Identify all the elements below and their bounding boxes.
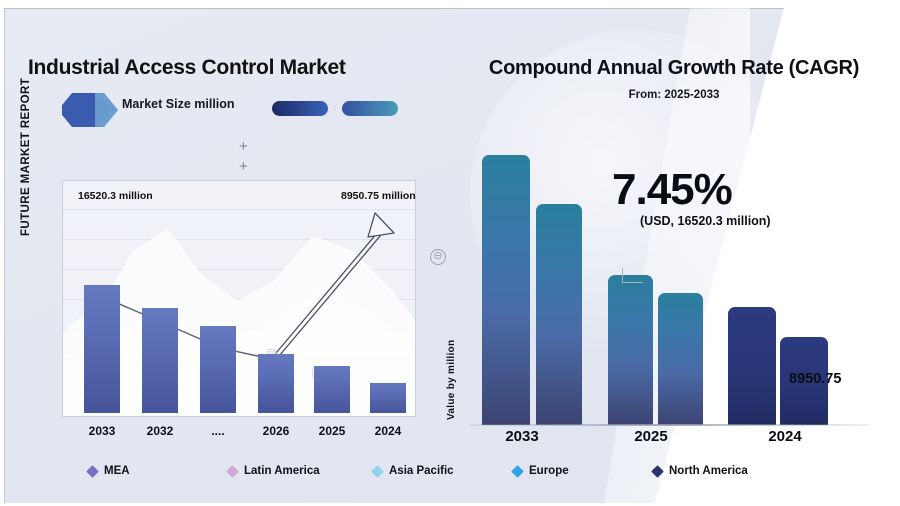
pill-primary xyxy=(272,101,328,116)
rbar-2033-secondary xyxy=(536,204,582,425)
bar-2033 xyxy=(84,285,120,413)
plus-icon-1: + xyxy=(239,138,248,155)
x-label-1: 2032 xyxy=(146,424,174,438)
rbar-2024-secondary xyxy=(780,337,828,425)
cagr-value: 7.45% xyxy=(612,165,733,214)
right-chart-tick xyxy=(622,268,643,283)
legend-pills: : xyxy=(272,101,398,116)
brand-hexagon-icon xyxy=(58,91,128,129)
cagr-title: Compound Annual Growth Rate (CAGR) xyxy=(488,57,860,79)
cagr-note: (USD, 16520.3 million) xyxy=(640,214,771,228)
bar-2025 xyxy=(314,366,350,413)
x-label-5: 2024 xyxy=(374,424,402,438)
rbar-2033-primary xyxy=(482,155,530,425)
legend-marker-icon xyxy=(371,464,384,478)
bar-2024 xyxy=(370,383,406,413)
legend-item-asia-pacific[interactable]: Asia Pacific xyxy=(371,464,513,478)
y-axis-title-right: Value by million xyxy=(446,339,457,420)
legend-label: Asia Pacific xyxy=(389,465,454,477)
minus-circle-icon: ⊖ xyxy=(430,249,446,265)
legend-item-latin-america[interactable]: Latin America xyxy=(226,464,373,478)
legend-label: North America xyxy=(669,465,748,477)
legend-marker-icon xyxy=(226,464,239,478)
r-x-label-2: 2024 xyxy=(768,428,802,445)
legend-item-mea[interactable]: MEA xyxy=(86,464,228,478)
page-title: Industrial Access Control Market xyxy=(28,56,346,79)
y-axis-title-left: FUTURE MARKET REPORT xyxy=(20,77,32,236)
value-label-high: 16520.3 million xyxy=(78,190,153,202)
value-label-low: 8950.75 million xyxy=(341,190,416,202)
x-label-3: 2026 xyxy=(262,424,290,438)
r-x-label-1: 2025 xyxy=(634,428,668,445)
region-legend: MEA Latin America Asia Pacific Europe No… xyxy=(86,464,748,478)
legend-item-north-america[interactable]: North America xyxy=(651,464,748,478)
left-chart-x-axis: 2033 2032 .... 2026 2025 2024 xyxy=(62,424,414,444)
legend-label: Latin America xyxy=(244,465,320,477)
x-label-4: 2025 xyxy=(318,424,346,438)
rbar-2025-secondary xyxy=(658,293,703,425)
x-label-0: 2033 xyxy=(88,424,116,438)
market-size-label: Market Size million xyxy=(122,97,235,111)
rbar-2025-primary xyxy=(608,275,653,425)
legend-label: Europe xyxy=(529,465,569,477)
rbar-2024-primary xyxy=(728,307,776,425)
highlight-value-label: 8950.75 xyxy=(789,371,842,387)
plus-icon-2: + xyxy=(239,158,248,175)
x-label-2: .... xyxy=(211,424,225,438)
legend-item-europe[interactable]: Europe xyxy=(511,464,653,478)
pill-separator: : xyxy=(334,105,336,112)
legend-marker-icon xyxy=(651,464,664,478)
right-chart-bars xyxy=(470,150,870,425)
cagr-period: From: 2025-2033 xyxy=(628,89,720,101)
legend-marker-icon xyxy=(511,464,524,478)
legend-marker-icon xyxy=(86,464,99,478)
right-chart-baseline xyxy=(470,424,870,426)
left-chart-bars xyxy=(62,180,414,415)
legend-label: MEA xyxy=(104,465,130,477)
pill-secondary xyxy=(341,101,398,116)
bar-2026 xyxy=(258,354,294,413)
bar-dots xyxy=(200,326,236,413)
r-x-label-0: 2033 xyxy=(505,428,539,445)
bar-2032 xyxy=(142,308,178,413)
ghost-icon-1: ▤ xyxy=(266,346,278,360)
